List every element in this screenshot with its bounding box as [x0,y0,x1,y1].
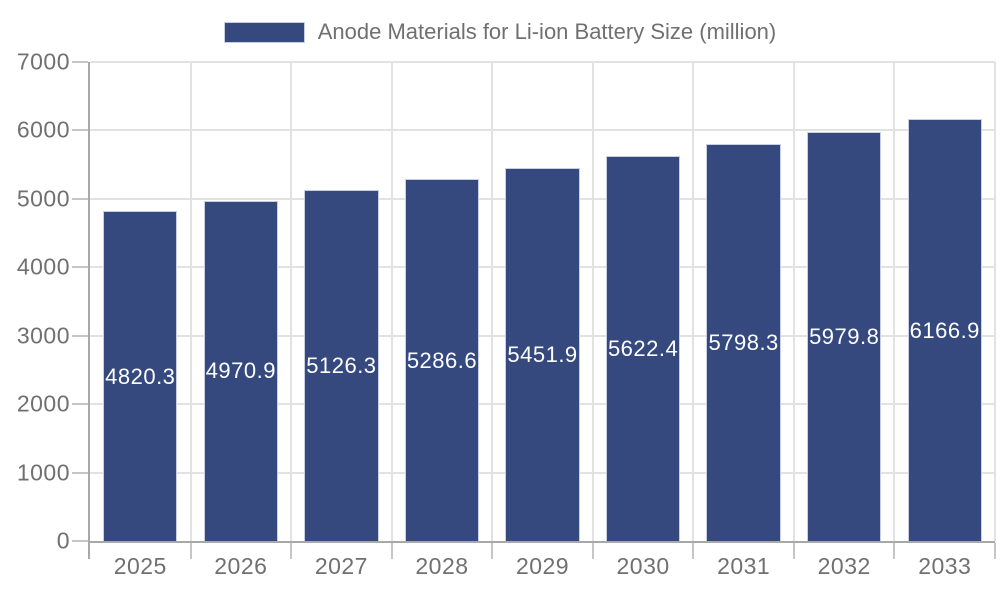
bar-value-label: 5286.6 [406,347,478,373]
legend-item[interactable]: Anode Materials for Li-ion Battery Size … [0,19,1000,45]
gridline-y-7000 [90,61,995,63]
bar-value-label: 5622.4 [607,336,679,362]
bar-2030: 5622.4 [605,156,681,541]
bar-column-2025: 4820.3 [90,62,191,541]
bar-column-2026: 4970.9 [191,62,292,541]
bar-column-2027: 5126.3 [291,62,392,541]
x-category-label-2030: 2030 [616,553,670,579]
bar-value-label: 5126.3 [306,353,377,379]
y-tick-0 [72,540,88,542]
y-tick-4000 [72,266,88,269]
bar-2029: 5451.9 [505,167,580,541]
x-axis-labels: 2025 2026 2027 2028 2029 2030 2031 2032 2033 [90,553,995,580]
bar-column-2032: 5979.8 [794,62,895,541]
gridline-x-8 [893,62,896,541]
x-tick-3 [390,543,393,559]
x-tick-9 [994,543,996,559]
y-tick-label: 4000 [16,253,70,280]
y-tick-1000 [72,471,88,474]
x-category-label-2028: 2028 [415,553,469,579]
bar-value-label: 4970.9 [205,358,276,384]
x-category-label-2031: 2031 [717,553,771,579]
bar-value-label: 4820.3 [105,363,176,389]
bar-2032: 5979.8 [807,131,882,541]
y-axis-line [88,543,90,559]
gridline-x-5 [591,62,594,541]
bar-2025: 4820.3 [103,211,178,541]
legend-label: Anode Materials for Li-ion Battery Size … [317,19,777,44]
y-axis-labels: 0 1000 2000 3000 4000 5000 6000 7000 [0,49,70,554]
gridline-x-7 [792,62,795,541]
y-tick-label: 6000 [16,116,70,143]
x-tick-1 [189,543,192,559]
x-category-label-2026: 2026 [214,553,268,579]
gridline-x-3 [390,62,393,541]
y-tick-label: 5000 [16,185,70,212]
y-tick-label: 1000 [16,459,70,486]
bar-value-label: 5451.9 [507,341,578,367]
bar-value-label: 6166.9 [909,317,980,343]
x-tick-5 [591,543,594,559]
bar-column-2030: 5622.4 [593,62,694,541]
bar-2031: 5798.3 [706,144,781,541]
gridline-x-4 [491,62,494,541]
bar-column-2029: 5451.9 [492,62,593,541]
x-category-label-2029: 2029 [515,553,570,579]
x-category-label-2025: 2025 [113,553,167,579]
y-tick-2000 [72,403,88,406]
bar-2033: 6166.9 [907,119,982,541]
y-tick-5000 [72,197,88,200]
y-tick-label: 0 [56,527,70,554]
y-tick-label: 7000 [16,48,70,75]
plot-area: 4820.3 4970.9 5126.3 5286.6 5451.9 5622.4 5798… [72,61,996,559]
bar-column-2031: 5798.3 [693,62,794,541]
x-tick-6 [692,543,695,559]
y-tick-7000 [72,61,88,63]
bar-2027: 5126.3 [304,190,379,541]
x-category-label-2027: 2027 [314,553,368,579]
y-tick-label: 2000 [16,390,70,417]
bar-2026: 4970.9 [203,200,279,541]
y-tick-label: 3000 [16,322,70,349]
bar-series: 4820.3 4970.9 5126.3 5286.6 5451.9 5622.4 5798… [90,62,995,541]
x-tick-7 [792,543,795,559]
bar-column-2033: 6166.9 [895,62,996,541]
legend-swatch [223,21,305,43]
x-tick-8 [893,543,896,559]
gridline-x-6 [692,62,695,541]
bar-column-2028: 5286.6 [392,62,493,541]
x-category-label-2032: 2032 [817,553,871,579]
bar-2028: 5286.6 [404,179,480,541]
gridline-y-6000 [90,129,995,132]
gridline-x-9 [994,62,996,541]
gridline-x-2 [290,62,293,541]
x-tick-2 [290,543,293,559]
y-tick-6000 [72,129,88,132]
gridline-x-1 [189,62,192,541]
y-tick-3000 [72,334,88,337]
bar-value-label: 5979.8 [809,323,880,349]
bar-value-label: 5798.3 [708,330,779,356]
x-category-label-2033: 2033 [918,553,972,579]
x-tick-4 [491,543,494,559]
